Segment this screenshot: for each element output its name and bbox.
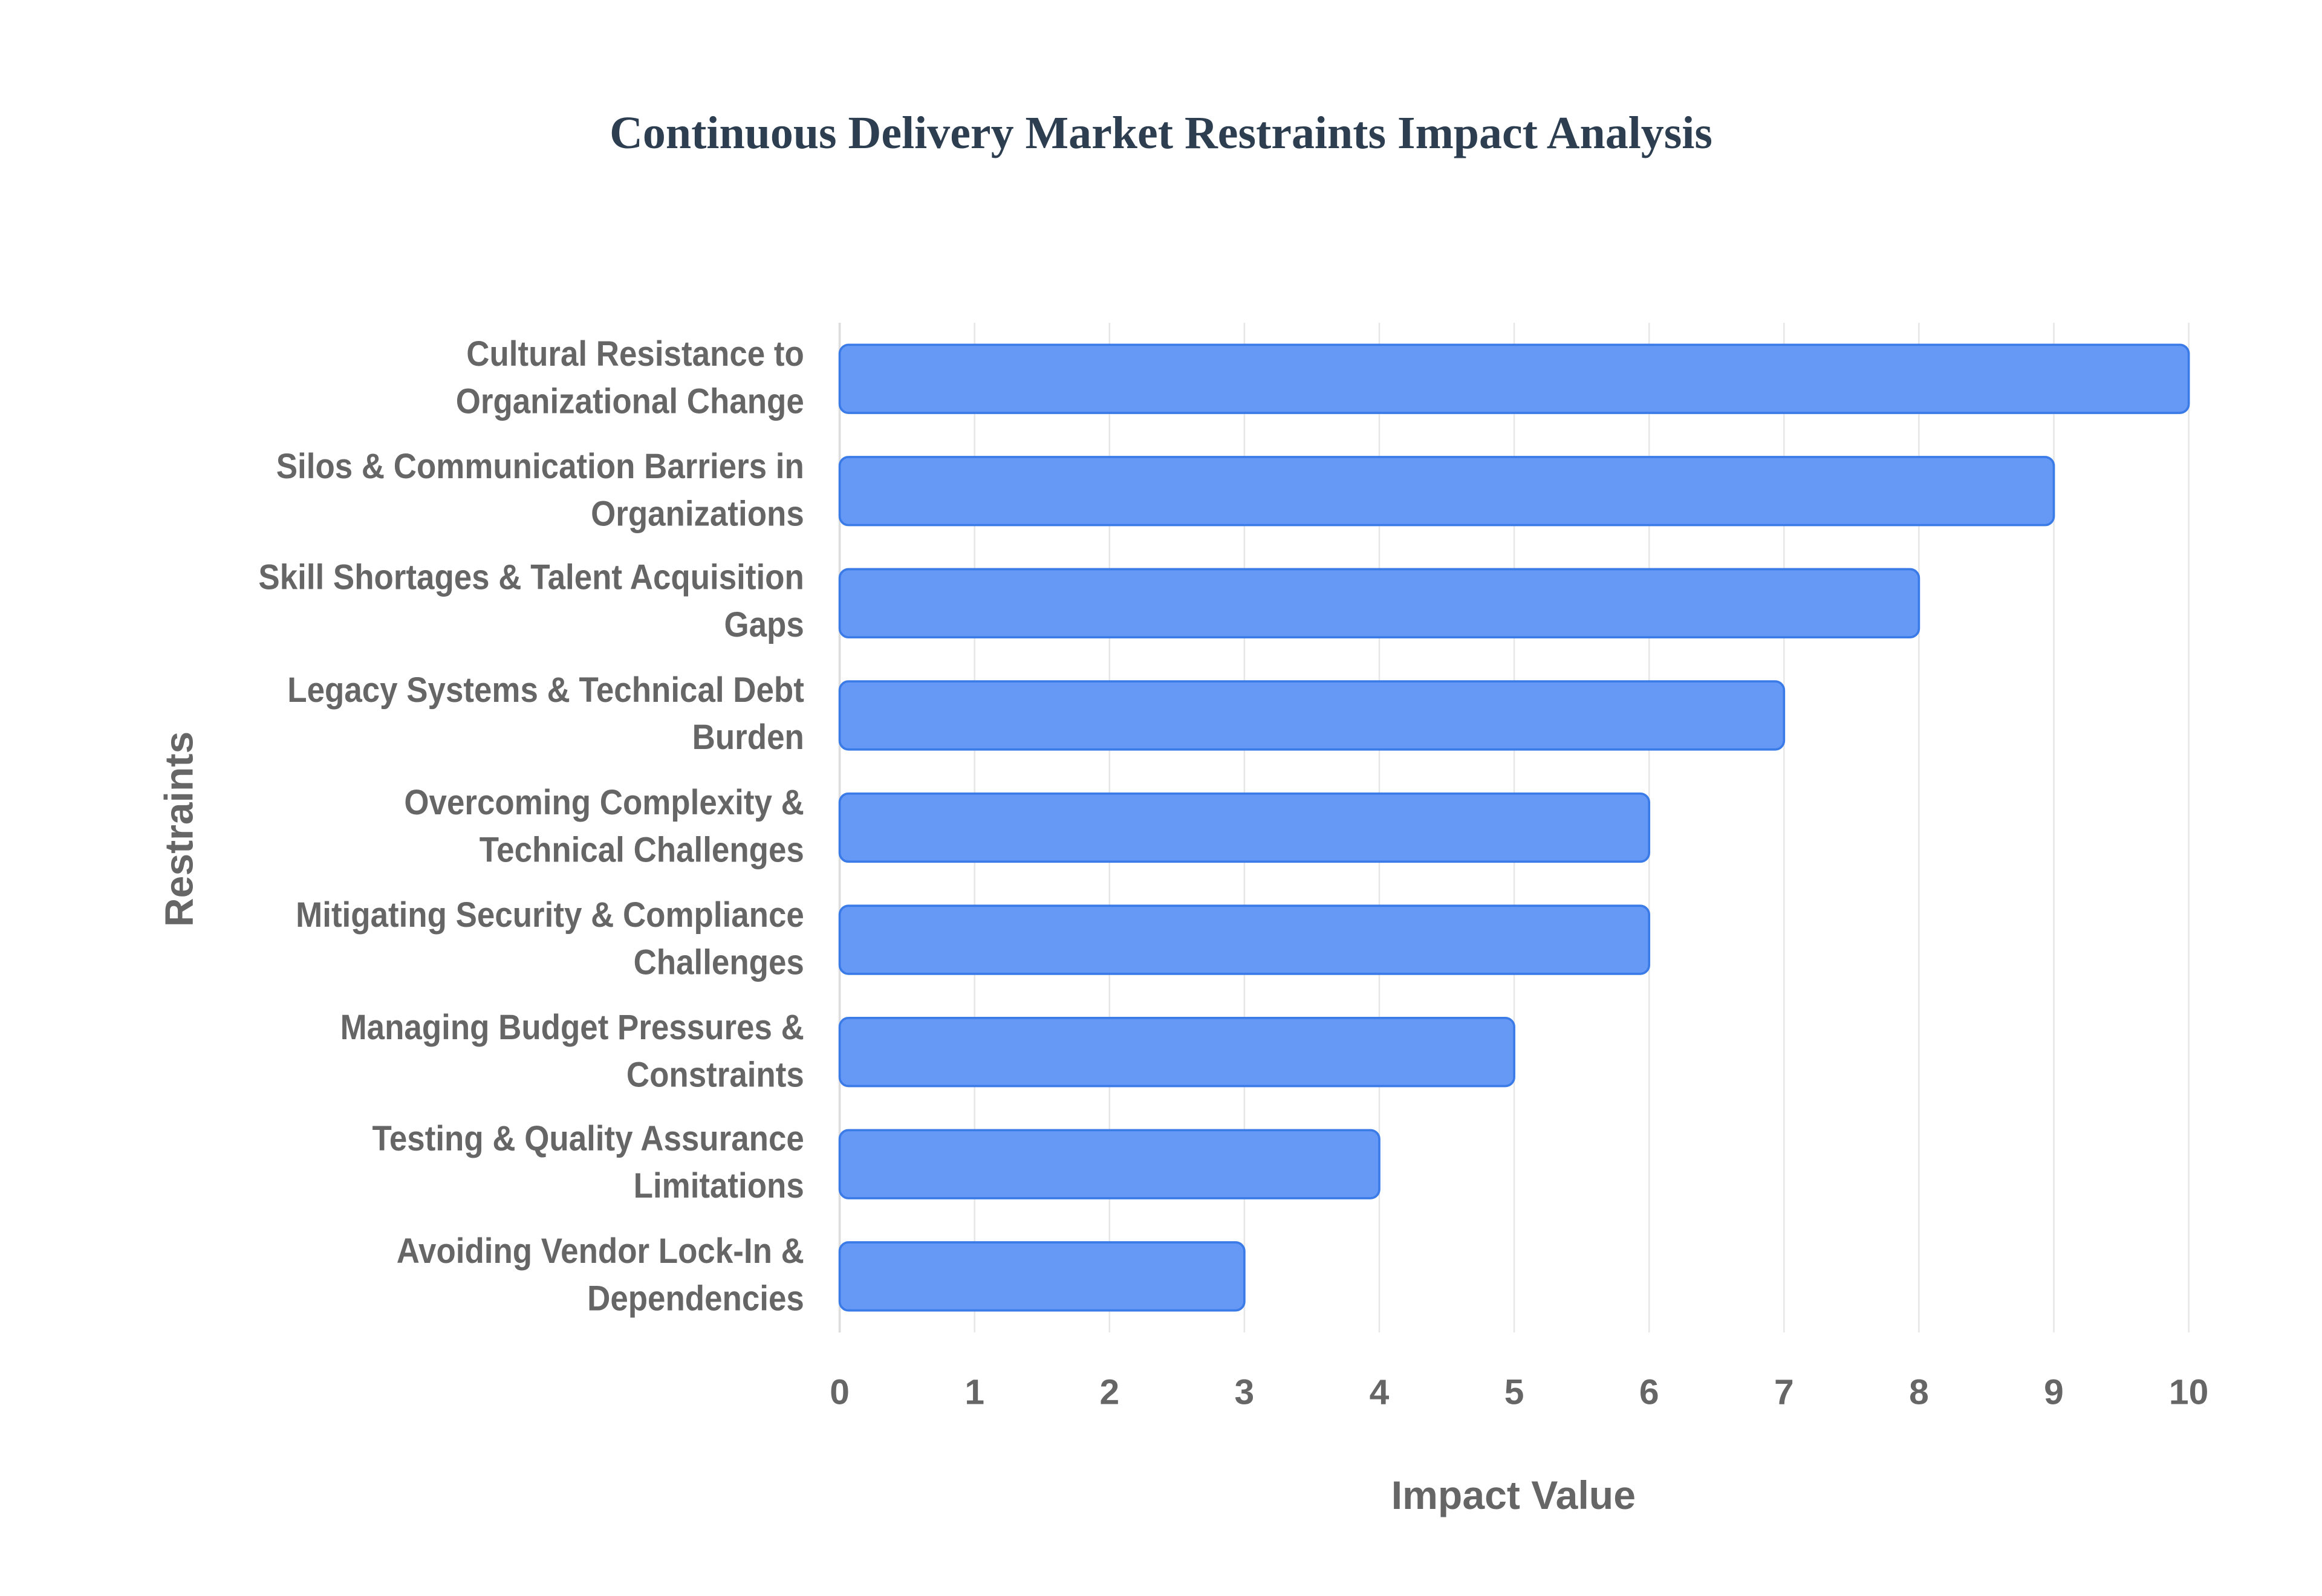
y-tick-label: Testing & Quality Assurance Limitations bbox=[372, 1120, 804, 1207]
bar bbox=[838, 904, 1651, 975]
bar bbox=[838, 1016, 1515, 1088]
bar bbox=[838, 1129, 1381, 1199]
bar bbox=[838, 456, 2055, 527]
y-tick-label: Mitigating Security & Compliance Challen… bbox=[296, 895, 804, 983]
bar bbox=[838, 1241, 1246, 1312]
x-tick-label: 4 bbox=[1370, 1372, 1390, 1412]
x-tick-label: 5 bbox=[1504, 1372, 1524, 1412]
y-axis-title: Restraints bbox=[157, 731, 202, 927]
bar bbox=[838, 792, 1651, 863]
y-tick-label: Cultural Resistance to Organizational Ch… bbox=[455, 334, 804, 422]
x-tick-label: 6 bbox=[1639, 1372, 1659, 1412]
bar bbox=[838, 680, 1786, 751]
chart-title: Continuous Delivery Market Restraints Im… bbox=[610, 108, 1712, 158]
x-axis-title: Impact Value bbox=[1391, 1473, 1636, 1518]
y-tick-label: Skill Shortages & Talent Acquisition Gap… bbox=[258, 559, 804, 646]
y-tick-label: Silos & Communication Barriers in Organi… bbox=[276, 446, 804, 534]
x-tick-label: 9 bbox=[2044, 1372, 2064, 1412]
y-tick-label: Overcoming Complexity & Technical Challe… bbox=[404, 783, 804, 871]
y-tick-label: Legacy Systems & Technical Debt Burden bbox=[287, 670, 804, 759]
x-tick-label: 2 bbox=[1099, 1372, 1119, 1412]
bar bbox=[838, 568, 1920, 638]
x-tick-label: 10 bbox=[2169, 1372, 2208, 1412]
x-tick-label: 0 bbox=[830, 1372, 850, 1412]
x-tick-label: 1 bbox=[964, 1372, 984, 1412]
x-tick-label: 3 bbox=[1235, 1372, 1255, 1412]
x-tick-label: 7 bbox=[1774, 1372, 1794, 1412]
bar bbox=[838, 343, 2190, 414]
y-tick-label: Avoiding Vendor Lock-In & Dependencies bbox=[396, 1231, 804, 1320]
x-tick-label: 8 bbox=[1909, 1372, 1929, 1412]
y-tick-label: Managing Budget Pressures & Constraints bbox=[340, 1007, 804, 1095]
